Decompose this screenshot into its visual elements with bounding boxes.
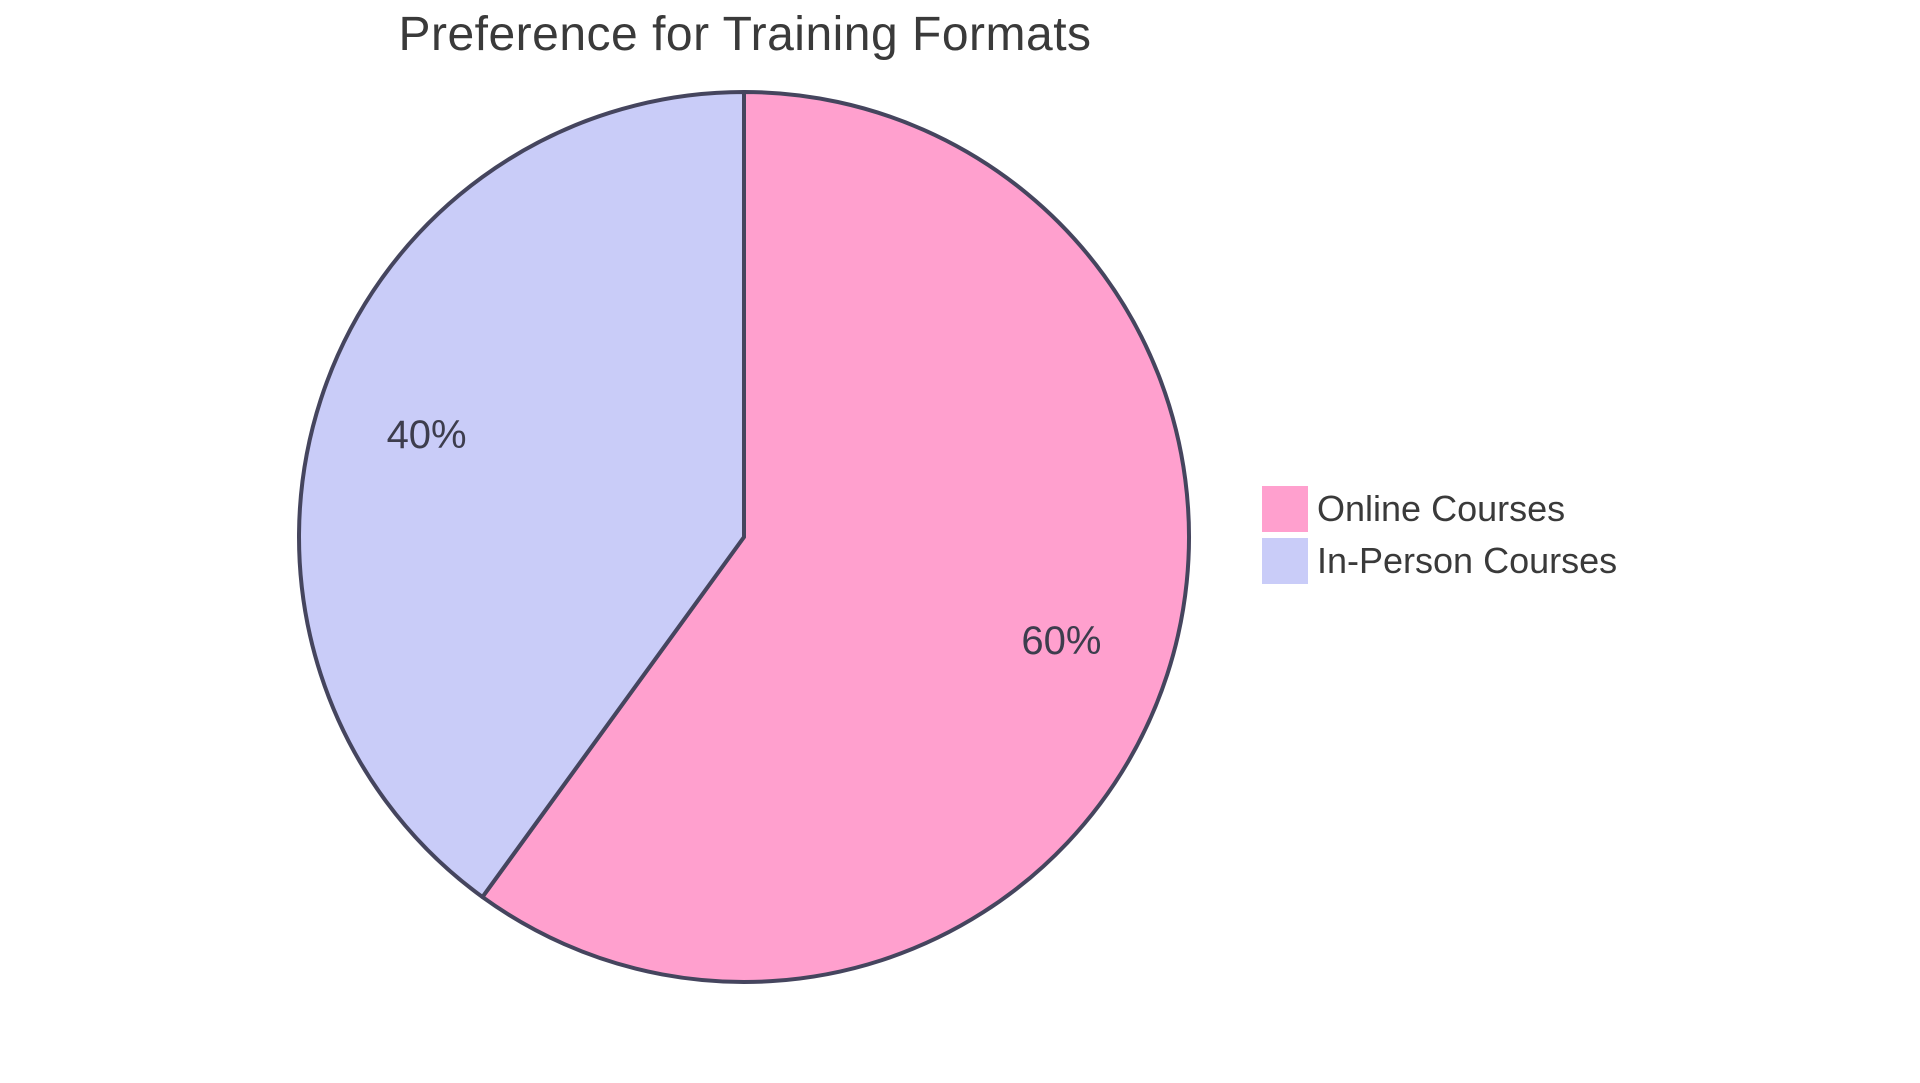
legend-item-1: In-Person Courses xyxy=(1262,538,1617,584)
chart-title: Preference for Training Formats xyxy=(398,8,1092,61)
legend: Online Courses In-Person Courses xyxy=(1262,486,1617,584)
pie-pct-label-0: 60% xyxy=(1021,619,1101,663)
legend-swatch-0 xyxy=(1262,486,1308,532)
legend-label-0: Online Courses xyxy=(1317,488,1566,529)
legend-item-0: Online Courses xyxy=(1262,486,1617,532)
pie-chart: 60% 40% xyxy=(297,90,1192,984)
pie-slice-0 xyxy=(480,90,1192,984)
legend-label-1: In-Person Courses xyxy=(1317,540,1618,581)
pie-pct-label-1: 40% xyxy=(387,413,467,457)
pie-slice-1 xyxy=(297,90,746,900)
legend-swatch-1 xyxy=(1262,538,1308,584)
